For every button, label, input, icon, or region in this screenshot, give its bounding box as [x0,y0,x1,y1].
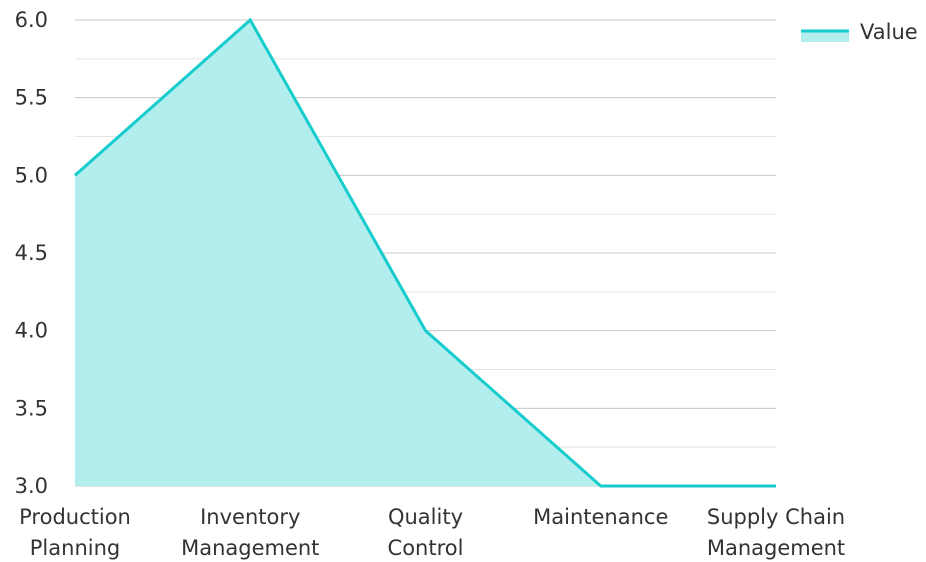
x-tick-label-line: Management [707,536,845,560]
x-tick-label-line: Maintenance [533,505,668,529]
x-tick-label: Supply Chain Management [707,505,845,560]
series-line [74,17,776,488]
y-tick-label: 3.0 [15,474,48,498]
legend-label-value: Value [860,20,918,44]
x-tick-label-line: Inventory [200,505,300,529]
y-tick-label: 5.5 [15,86,48,110]
x-tick-label-line: Control [388,536,464,560]
x-tick-label-line: Quality [388,505,463,529]
series-area-fill [75,20,776,486]
y-tick-label: 4.0 [15,319,48,343]
x-tick-label-line: Planning [30,536,120,560]
x-tick-label-line: Management [181,536,319,560]
series-area [74,17,776,488]
x-tick-label: Production Planning [19,505,131,560]
x-tick-label: Inventory Management [181,505,319,560]
x-tick-label: Maintenance [533,505,668,529]
y-tick-label: 6.0 [15,8,48,32]
x-tick-label: Quality Control [388,505,464,560]
legend-swatch-value [801,31,849,42]
x-axis-tick-labels: Production Planning Inventory Management Qua… [19,505,845,560]
x-tick-label-line: Production [19,505,131,529]
y-tick-label: 5.0 [15,163,48,187]
x-tick-label-line: Supply Chain [707,505,845,529]
y-axis-tick-labels: 3.0 3.5 4.0 4.5 5.0 5.5 6.0 [15,8,48,498]
y-tick-label: 4.5 [15,241,48,265]
legend: Value [801,20,918,44]
y-tick-label: 3.5 [15,396,48,420]
